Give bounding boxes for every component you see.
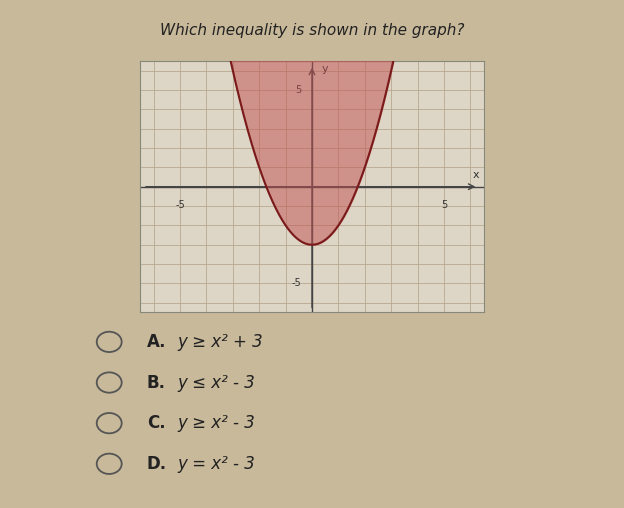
Text: -5: -5 <box>175 200 185 210</box>
Text: Which inequality is shown in the graph?: Which inequality is shown in the graph? <box>160 23 464 38</box>
Text: B.: B. <box>147 373 165 392</box>
Text: y = x² - 3: y = x² - 3 <box>178 455 256 473</box>
Text: y ≥ x² + 3: y ≥ x² + 3 <box>178 333 263 351</box>
Text: A.: A. <box>147 333 166 351</box>
Text: 5: 5 <box>295 85 301 95</box>
Text: y ≤ x² - 3: y ≤ x² - 3 <box>178 373 256 392</box>
Text: x: x <box>472 170 479 180</box>
Text: D.: D. <box>147 455 167 473</box>
Text: y ≥ x² - 3: y ≥ x² - 3 <box>178 414 256 432</box>
Text: -5: -5 <box>291 278 301 289</box>
Text: y: y <box>322 64 328 74</box>
Text: 5: 5 <box>441 200 447 210</box>
Text: C.: C. <box>147 414 165 432</box>
